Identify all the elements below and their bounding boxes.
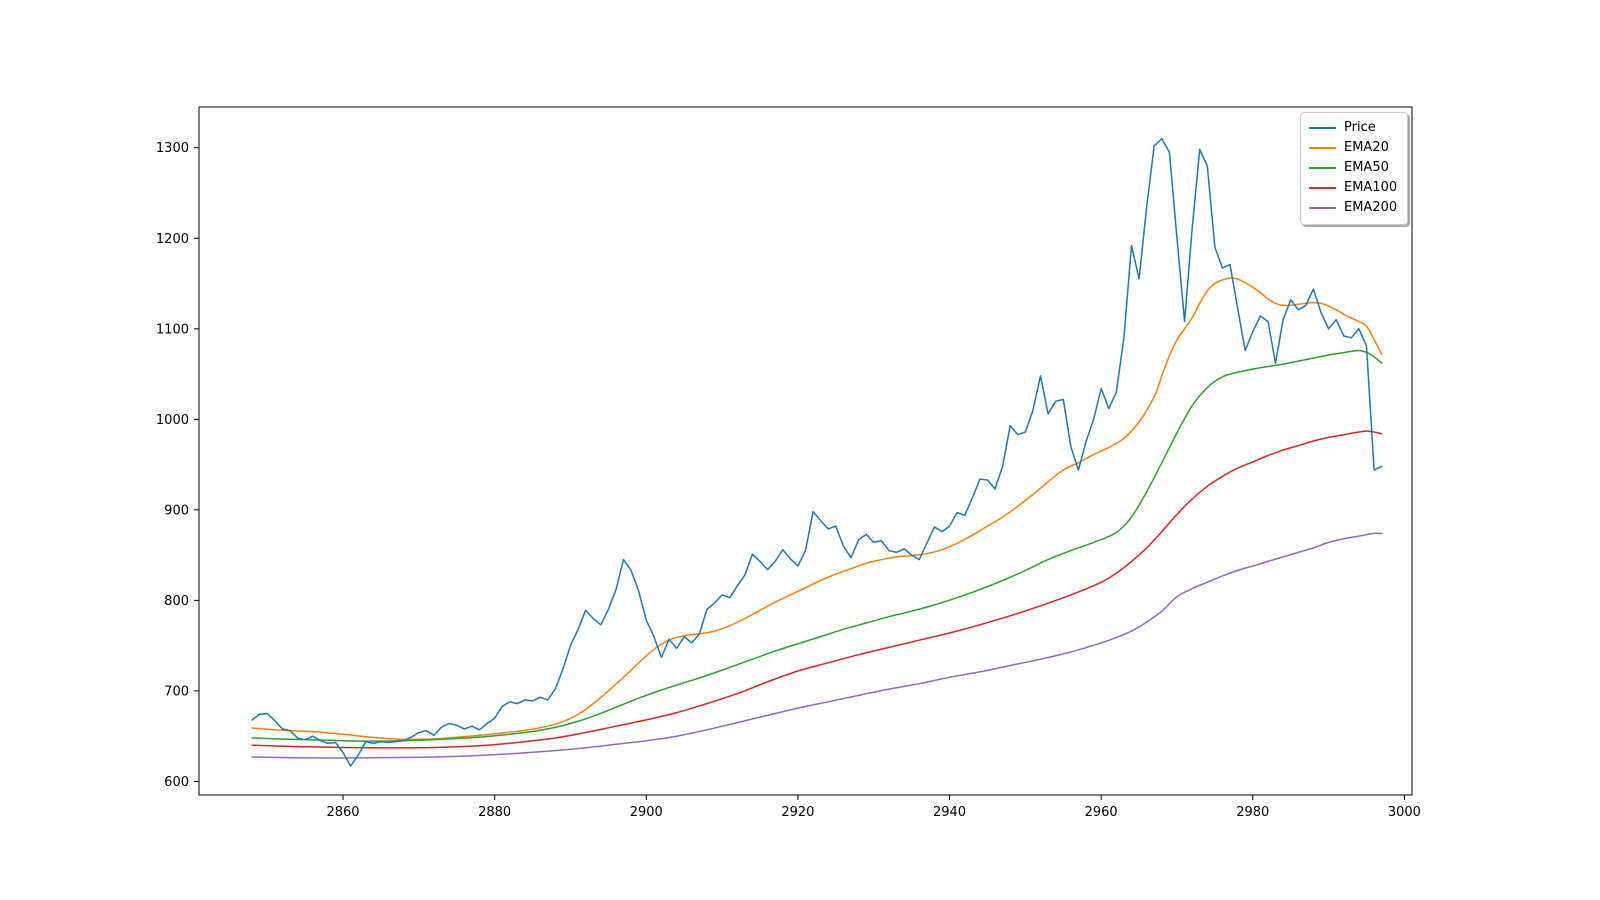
x-tick-label: 2960 — [1085, 805, 1118, 820]
legend-label: EMA20 — [1344, 140, 1389, 155]
x-tick-label: 3000 — [1388, 805, 1421, 820]
legend-line-sample-icon — [1309, 207, 1336, 209]
legend-item-price: Price — [1309, 118, 1397, 138]
x-tick-label: 2900 — [630, 805, 663, 820]
legend-label: EMA200 — [1344, 200, 1398, 215]
y-tick-label: 800 — [164, 594, 189, 609]
series-line-price — [251, 137, 1383, 767]
legend-item-ema200: EMA200 — [1309, 198, 1397, 218]
y-tick-label: 1100 — [156, 322, 189, 337]
x-tick-label: 2940 — [933, 805, 966, 820]
x-tick-label: 2920 — [781, 805, 814, 820]
x-tick-label: 2860 — [326, 805, 359, 820]
x-tick-label: 2980 — [1236, 805, 1269, 820]
series-line-ema20 — [251, 277, 1383, 741]
legend-line-sample-icon — [1309, 187, 1336, 189]
legend-line-sample-icon — [1309, 147, 1336, 149]
series-line-ema100 — [251, 430, 1383, 749]
legend-item-ema50: EMA50 — [1309, 158, 1397, 178]
y-tick-label: 1000 — [156, 413, 189, 428]
y-tick-label: 900 — [164, 503, 189, 518]
legend-item-ema20: EMA20 — [1309, 138, 1397, 158]
y-tick-label: 1200 — [156, 232, 189, 247]
legend-line-sample-icon — [1309, 127, 1336, 129]
y-tick-label: 1300 — [156, 141, 189, 156]
series-line-ema200 — [251, 532, 1383, 759]
legend-label: Price — [1344, 120, 1376, 135]
legend-line-sample-icon — [1309, 167, 1336, 169]
x-tick-label: 2880 — [478, 805, 511, 820]
plot-area — [198, 106, 1413, 796]
legend-label: EMA50 — [1344, 160, 1389, 175]
series-line-ema50 — [251, 349, 1383, 742]
legend: Price EMA20 EMA50 EMA100 EMA200 — [1300, 112, 1409, 225]
legend-item-ema100: EMA100 — [1309, 178, 1397, 198]
y-tick-label: 700 — [164, 684, 189, 699]
y-tick-label: 600 — [164, 775, 189, 790]
legend-label: EMA100 — [1344, 180, 1398, 195]
